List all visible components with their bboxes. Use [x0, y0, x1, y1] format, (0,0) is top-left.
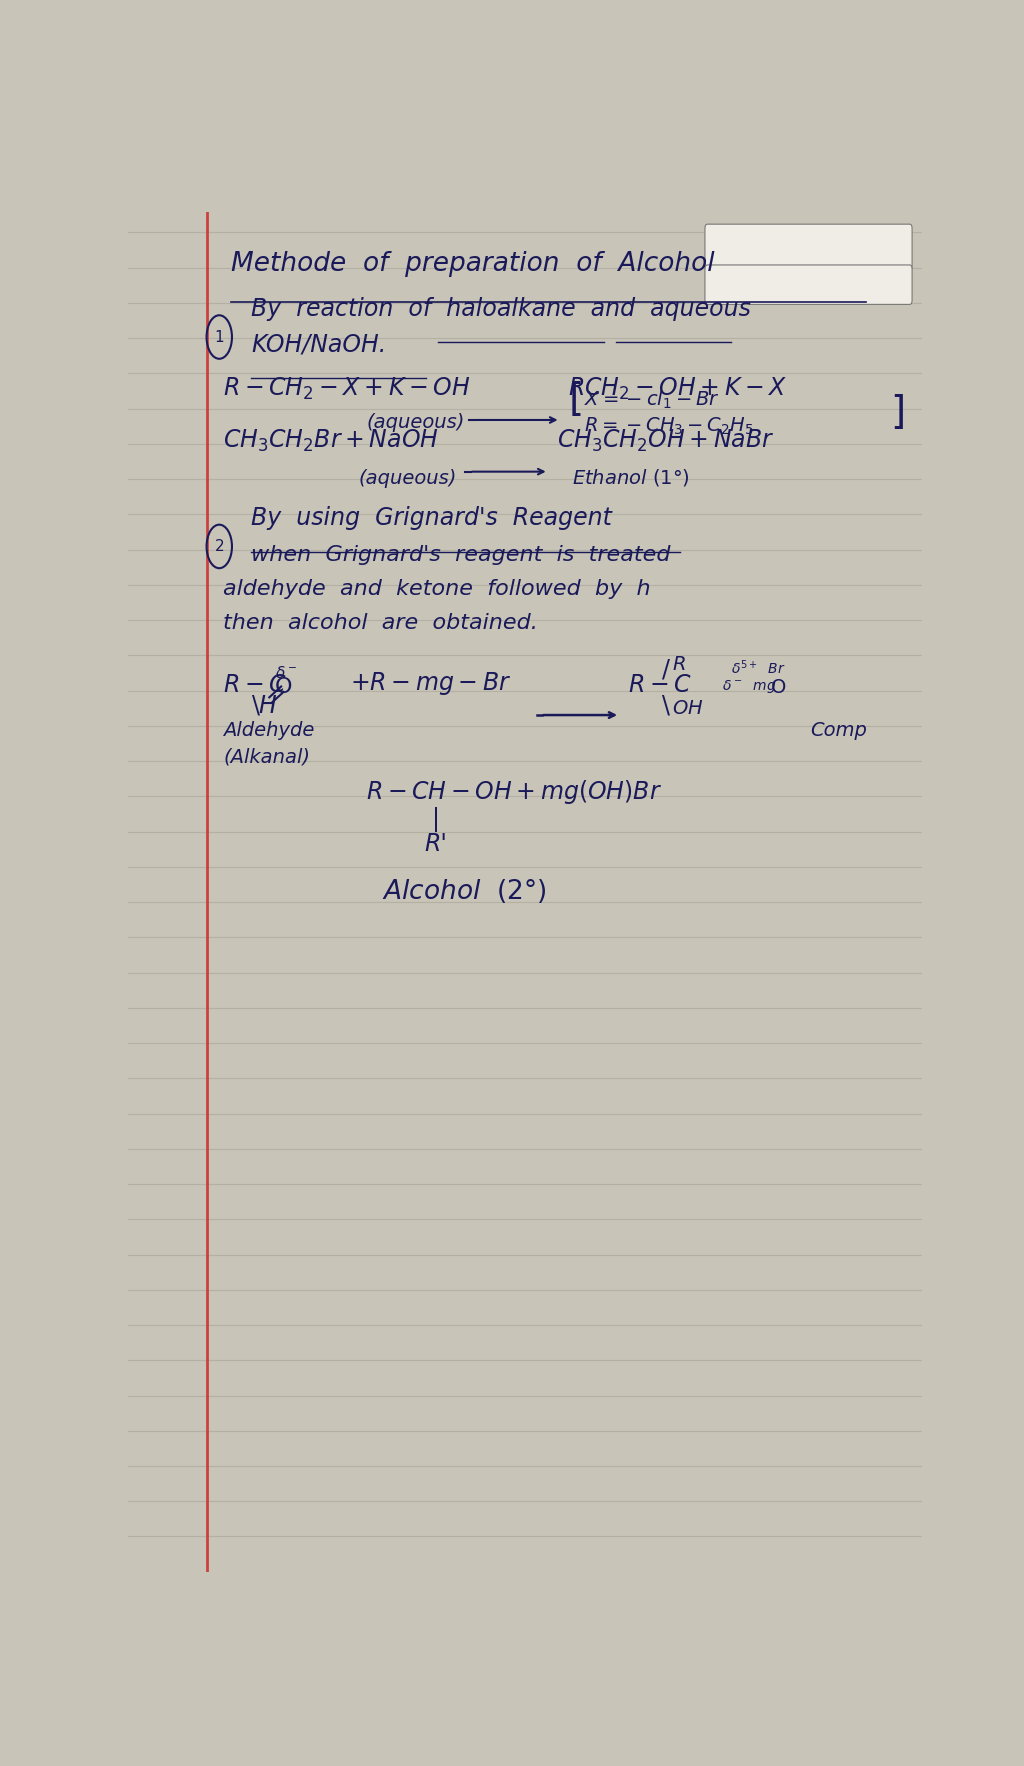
Text: Page No.: Page No.: [763, 233, 806, 242]
Text: (Alkanal): (Alkanal): [223, 747, 310, 766]
Text: then  alcohol  are  obtained.: then alcohol are obtained.: [223, 613, 538, 634]
Text: By  using  Grignard's  Reagent: By using Grignard's Reagent: [251, 507, 612, 530]
Text: $R-C$: $R-C$: [628, 673, 692, 698]
Text: Aldehyde: Aldehyde: [223, 721, 314, 740]
Text: $CH_3CH_2OH + NaBr$: $CH_3CH_2OH + NaBr$: [557, 427, 774, 454]
Text: $R - CH - OH  +  mg(OH)Br$: $R - CH - OH + mg(OH)Br$: [367, 779, 663, 805]
FancyBboxPatch shape: [705, 224, 912, 270]
Text: Ethanol $(1°)$: Ethanol $(1°)$: [572, 466, 690, 487]
Text: $R-CH_2-X +K-OH$: $R-CH_2-X +K-OH$: [223, 376, 471, 403]
Text: $X = -cl_1-Br$: $X = -cl_1-Br$: [585, 389, 720, 411]
Text: $RCH_2-OH +K-X$: $RCH_2-OH +K-X$: [568, 376, 787, 403]
Text: (aqueous): (aqueous): [358, 470, 457, 487]
Text: O: O: [274, 678, 292, 698]
Text: Alcohol  $(2°)$: Alcohol $(2°)$: [382, 878, 547, 906]
Text: $\backslash$: $\backslash$: [662, 694, 672, 717]
Text: $\delta^{5+}$  $Br$: $\delta^{5+}$ $Br$: [731, 659, 785, 676]
Text: Date: Date: [712, 270, 735, 281]
Text: $\delta^-$  $mg$: $\delta^-$ $mg$: [722, 678, 776, 694]
Text: $R-C$: $R-C$: [223, 673, 287, 698]
Text: $\backslash H$: $\backslash H$: [251, 694, 279, 717]
Text: $OH$: $OH$: [672, 699, 703, 717]
Text: when  Grignard's  reagent  is  treated: when Grignard's reagent is treated: [251, 546, 671, 565]
Text: |: |: [432, 807, 440, 832]
Text: AMAS: AMAS: [712, 233, 743, 242]
Text: KOH/NaOH.: KOH/NaOH.: [251, 332, 386, 357]
Text: $/$: $/$: [662, 657, 672, 682]
Text: (aqueous): (aqueous): [367, 413, 465, 433]
Text: ]: ]: [890, 394, 905, 433]
Text: $R = -CH_3-C_2H_5$: $R = -CH_3-C_2H_5$: [585, 417, 755, 438]
Text: Comp: Comp: [811, 721, 867, 740]
Text: 2: 2: [214, 539, 224, 555]
Text: $+ R-mg-Br$: $+ R-mg-Br$: [350, 671, 512, 698]
Text: R': R': [424, 832, 446, 857]
Text: $CH_3CH_2Br + NaOH$: $CH_3CH_2Br + NaOH$: [223, 427, 439, 454]
Text: Methode  of  preparation  of  Alcohol: Methode of preparation of Alcohol: [231, 251, 715, 277]
Text: $R$: $R$: [672, 655, 685, 675]
FancyBboxPatch shape: [705, 265, 912, 304]
Text: aldehyde  and  ketone  followed  by  h: aldehyde and ketone followed by h: [223, 579, 651, 599]
Text: O: O: [771, 678, 786, 698]
Text: By  reaction  of  haloalkane  and  aqueous: By reaction of haloalkane and aqueous: [251, 297, 751, 321]
Text: 1: 1: [214, 330, 224, 344]
Text: [: [: [568, 381, 584, 419]
Text: $\delta^-$: $\delta^-$: [274, 666, 297, 682]
